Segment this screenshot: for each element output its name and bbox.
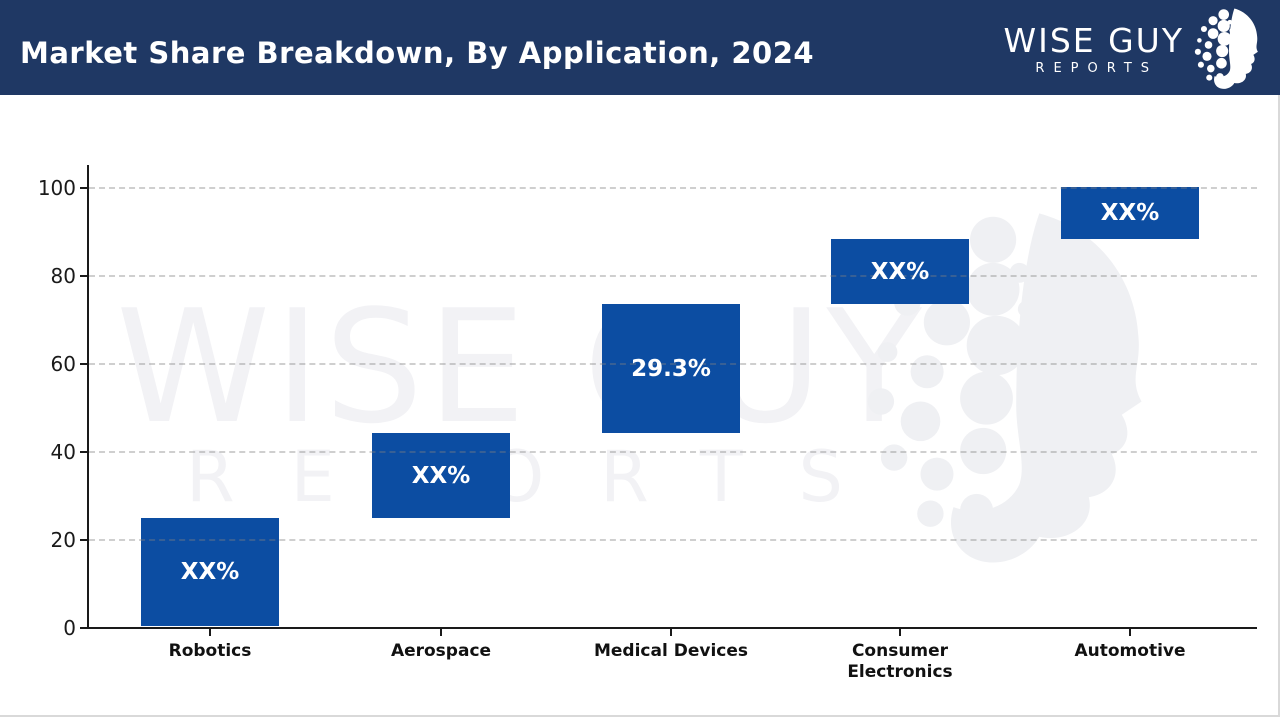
- x-tickmark: [209, 628, 211, 636]
- x-tickmark: [670, 628, 672, 636]
- bottom-rule: [0, 715, 1280, 717]
- y-tickmark: [80, 362, 87, 365]
- y-tick-label: 100: [37, 176, 76, 200]
- y-tick-label: 80: [50, 263, 76, 288]
- wiseguy-head-icon: [1188, 5, 1264, 91]
- bar-value-label: XX%: [870, 258, 930, 285]
- bar-aerospace: [372, 433, 510, 519]
- y-tickmark: [80, 187, 87, 189]
- x-tickmark: [1129, 628, 1131, 636]
- category-label: Aerospace: [390, 640, 492, 661]
- bar-value-label: 29.3%: [631, 355, 711, 382]
- gridline: [89, 538, 1257, 541]
- gridline: [89, 362, 1257, 365]
- waterfall-chart: 0 20 40 60 80 100 XX% Robotics XX% Aerospace 29.3%…: [0, 95, 1280, 720]
- gridline: [89, 187, 1257, 189]
- bar-value-label: XX%: [180, 559, 240, 586]
- y-tickmark: [80, 450, 87, 453]
- category-label: Robotics: [168, 640, 252, 661]
- brand-logo: WISE GUY REPORTS: [1003, 6, 1264, 90]
- logo-subtext: REPORTS: [1035, 60, 1159, 76]
- bar-value-label: XX%: [411, 462, 471, 489]
- bar-medical-devices: [602, 304, 740, 434]
- bar-value-label: XX%: [1100, 200, 1160, 227]
- y-tick-label: 40: [50, 439, 76, 464]
- x-axis: [87, 626, 1257, 629]
- y-axis: [87, 165, 89, 629]
- gridline: [89, 450, 1257, 453]
- logo-wordmark: WISE GUY: [1003, 20, 1184, 60]
- category-label: Automotive: [1074, 640, 1186, 661]
- y-tickmark: [80, 274, 87, 277]
- header-bar: Market Share Breakdown, By Application, …: [0, 0, 1280, 95]
- bar-robotics: [141, 518, 279, 627]
- gridline: [89, 274, 1257, 277]
- y-tick-label: 20: [50, 527, 76, 552]
- page-title: Market Share Breakdown, By Application, …: [20, 36, 815, 70]
- category-label: Consumer Electronics: [847, 640, 953, 682]
- y-tickmark: [80, 626, 87, 629]
- category-label: Medical Devices: [593, 640, 748, 661]
- logo-text: WISE GUY REPORTS: [1003, 21, 1184, 76]
- x-tickmark: [440, 628, 442, 636]
- y-tickmark: [80, 538, 87, 541]
- right-rule: [1278, 95, 1280, 717]
- x-tickmark: [899, 628, 901, 636]
- y-tick-label: 0: [63, 615, 76, 640]
- y-tick-label: 60: [50, 351, 76, 376]
